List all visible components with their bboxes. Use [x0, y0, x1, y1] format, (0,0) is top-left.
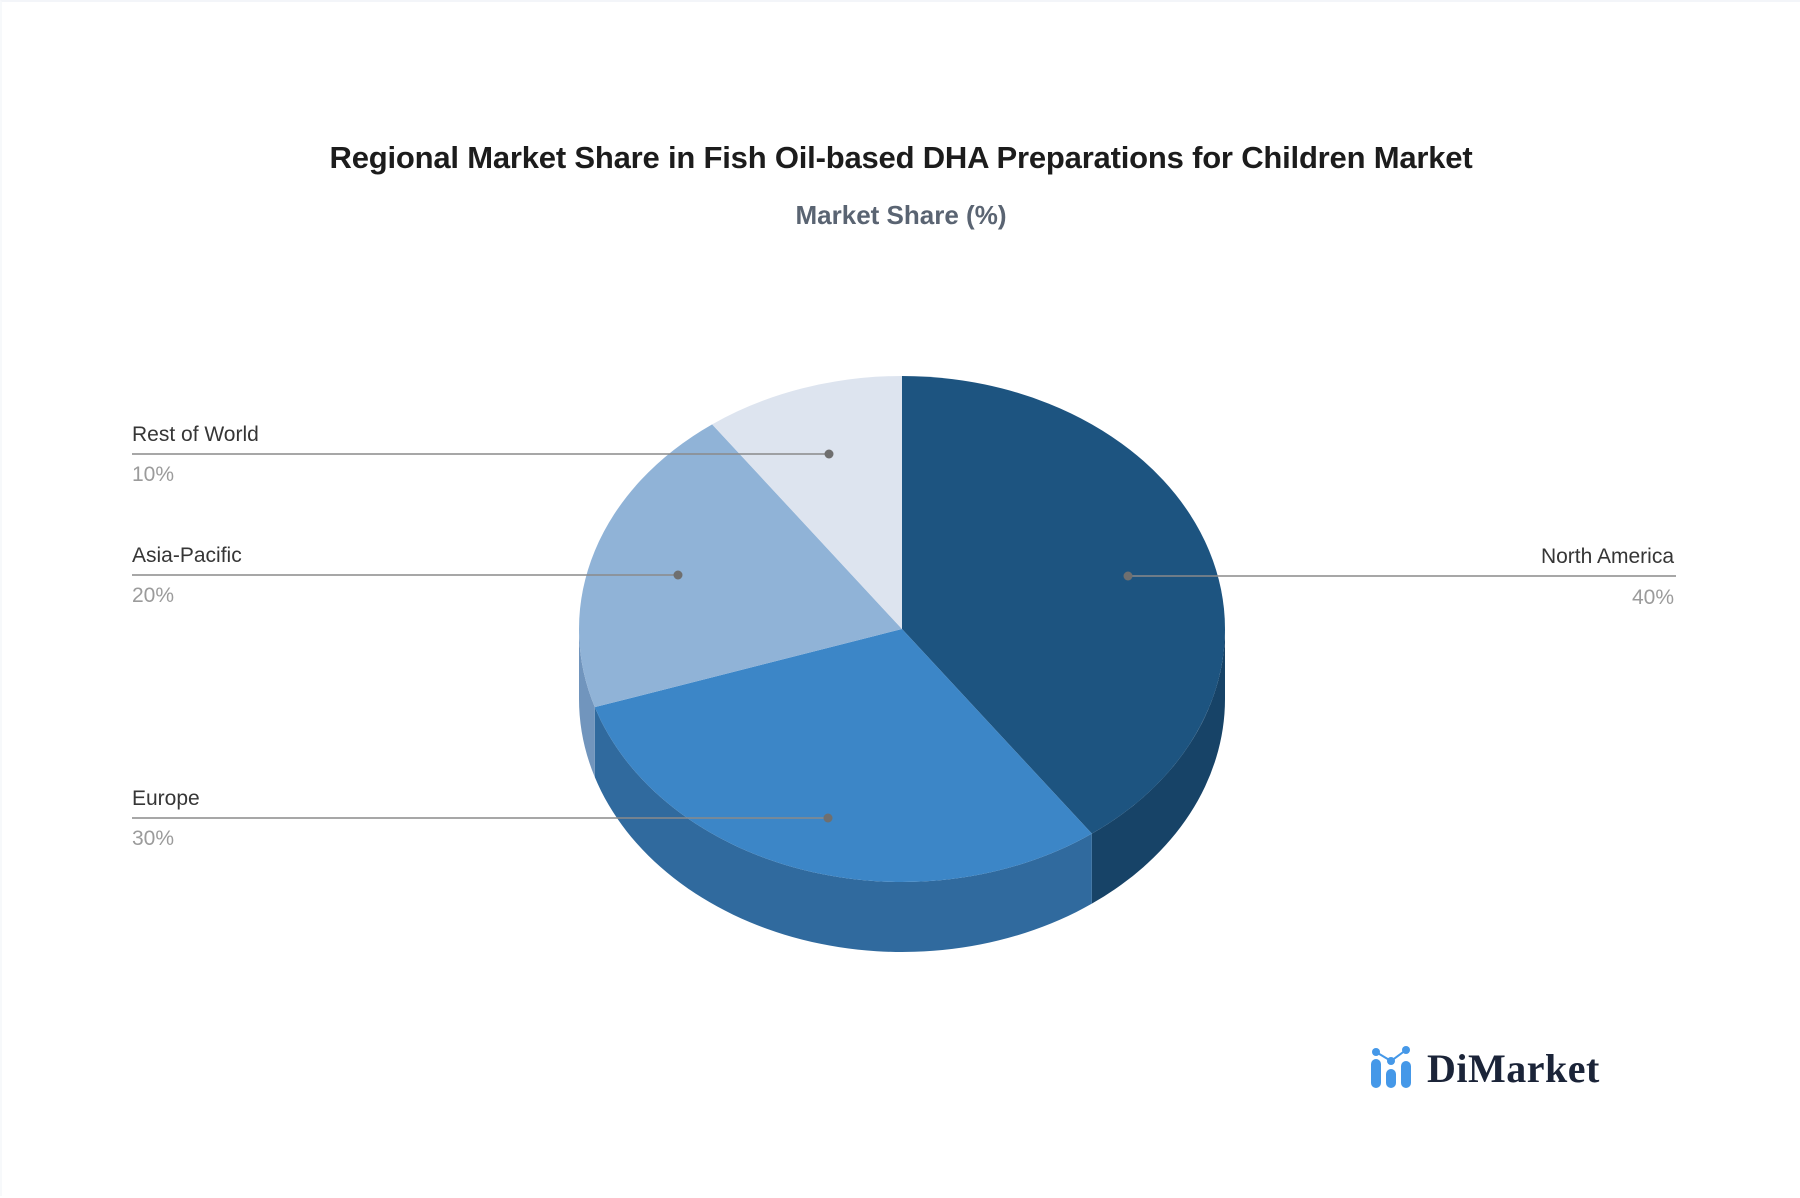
brand-name: DiMarket: [1427, 1045, 1600, 1091]
slice-label-north-america: North America: [1540, 545, 1674, 568]
pie-slice-europe[interactable]: [594, 629, 1092, 883]
leader-dot-north-america: [1123, 571, 1133, 581]
bar-glyph: [1386, 1069, 1396, 1088]
leader-dot-rest-of-world: [824, 449, 834, 459]
pie-slice-asia-pacific[interactable]: [579, 424, 902, 708]
slice-label-rest-of-world: Rest of World: [132, 423, 259, 446]
pie-side-europe: [594, 707, 1092, 952]
slice-value-north-america: 40%: [1631, 586, 1674, 609]
chart-title: Regional Market Share in Fish Oil-based …: [329, 140, 1473, 175]
slice-value-rest-of-world: 10%: [132, 463, 175, 486]
slice-value-europe: 30%: [132, 827, 175, 850]
dot-glyph: [1372, 1048, 1380, 1056]
leader-dot-asia-pacific: [673, 570, 683, 580]
pie-slice-north-america[interactable]: [902, 376, 1225, 834]
leader-dot-europe: [823, 813, 833, 823]
pie-side-asia-pacific: [579, 629, 595, 778]
pie-slice-rest-of-world[interactable]: [712, 376, 902, 629]
pie-side-north-america: [1091, 629, 1225, 904]
bar-glyph: [1371, 1059, 1381, 1088]
slice-value-asia-pacific: 20%: [132, 584, 175, 607]
chart-subtitle: Market Share (%): [795, 200, 1007, 230]
bar-glyph: [1401, 1061, 1411, 1088]
watermark-brand: DiMarket: [1370, 1042, 1600, 1094]
slice-label-europe: Europe: [132, 787, 200, 810]
dot-glyph: [1402, 1046, 1410, 1054]
slice-label-asia-pacific: Asia-Pacific: [132, 544, 242, 567]
bar-line-chart-icon: [1371, 1046, 1411, 1088]
dot-glyph: [1387, 1057, 1395, 1065]
